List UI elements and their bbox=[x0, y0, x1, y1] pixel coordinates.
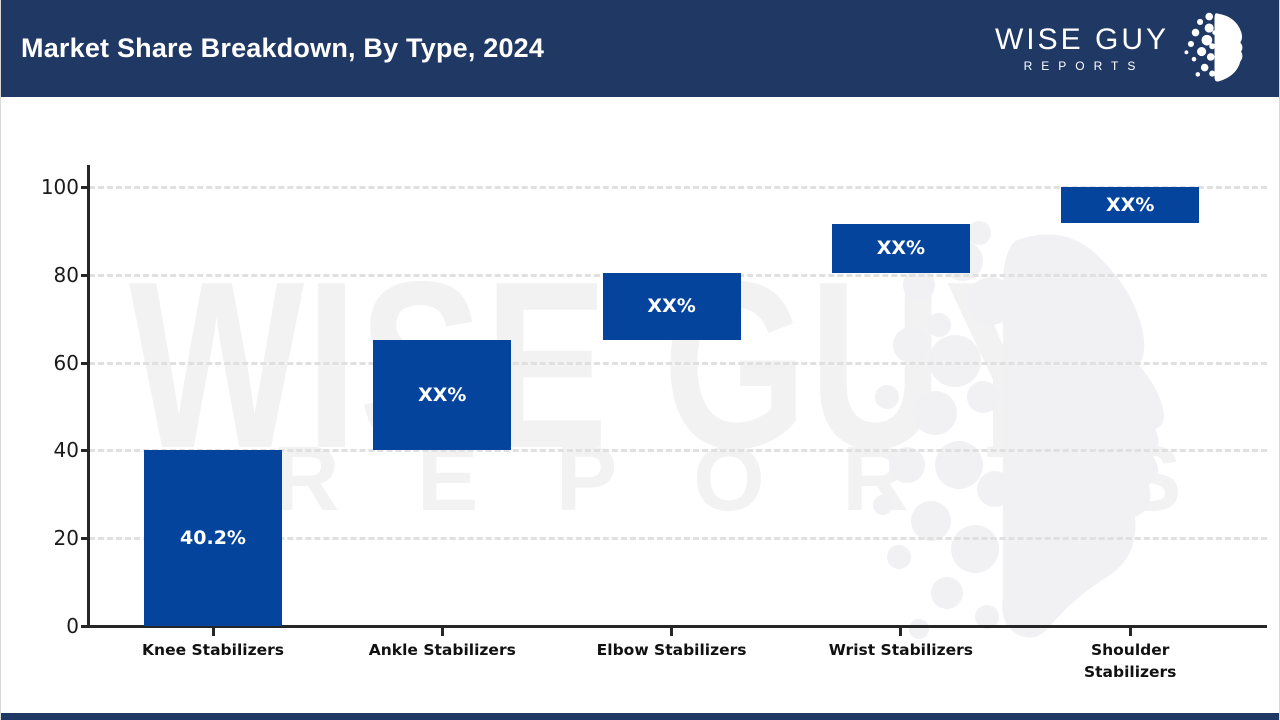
y-tick-label-80: 80 bbox=[53, 262, 79, 287]
bar-value-label: XX% bbox=[1106, 194, 1155, 217]
logo-subtitle: REPORTS bbox=[1023, 59, 1145, 73]
logo-head-icon bbox=[1175, 6, 1251, 92]
y-tick-label-20: 20 bbox=[53, 526, 79, 551]
bar-value-label: XX% bbox=[647, 295, 696, 318]
y-tick-mark-60 bbox=[81, 361, 89, 365]
gridline-20 bbox=[89, 537, 1267, 541]
gridline-100 bbox=[89, 186, 1267, 189]
x-tick-mark-4 bbox=[1128, 628, 1132, 636]
x-axis-line bbox=[87, 625, 1267, 628]
bar-value-label: 40.2% bbox=[180, 526, 246, 549]
y-tick-mark-80 bbox=[81, 273, 89, 277]
y-tick-label-60: 60 bbox=[53, 350, 79, 375]
gridline-40 bbox=[89, 449, 1267, 453]
header-band: Market Share Breakdown, By Type, 2024 WI… bbox=[1, 0, 1279, 97]
x-tick-mark-0 bbox=[211, 628, 215, 636]
x-category-label-3: Wrist Stabilizers bbox=[828, 641, 974, 659]
logo-text: WISE GUY REPORTS bbox=[994, 23, 1169, 73]
y-tick-mark-20 bbox=[81, 537, 89, 541]
bar-elbow-stabilizers: XX% bbox=[602, 273, 741, 340]
chart-title: Market Share Breakdown, By Type, 2024 bbox=[21, 33, 545, 63]
gridline-60 bbox=[89, 361, 1267, 365]
bar-value-label: XX% bbox=[876, 237, 926, 260]
x-tick-mark-3 bbox=[899, 628, 903, 636]
x-category-label-2: Elbow Stabilizers bbox=[596, 641, 747, 659]
x-tick-mark-1 bbox=[440, 628, 444, 636]
x-category-label-4: Shoulder Stabilizers bbox=[1083, 641, 1177, 681]
bar-shoulder-stabilizers: XX% bbox=[1061, 187, 1200, 224]
bar-wrist-stabilizers: XX% bbox=[831, 224, 970, 273]
y-tick-mark-100 bbox=[81, 186, 89, 189]
footer-band bbox=[1, 713, 1279, 720]
y-tick-label-40: 40 bbox=[53, 438, 79, 463]
y-tick-mark-40 bbox=[81, 449, 89, 453]
y-tick-label-0: 0 bbox=[66, 614, 79, 638]
bar-knee-stabilizers: 40.2% bbox=[144, 449, 282, 626]
x-category-label-0: Knee Stabilizers bbox=[142, 641, 284, 659]
y-tick-label-100: 100 bbox=[40, 175, 79, 199]
logo-wordmark: WISE GUY bbox=[994, 23, 1169, 56]
bar-value-label: XX% bbox=[418, 383, 467, 406]
plot-area: WISE GUY R E P O R T S 0 20 40 60 80 100 40.2%… bbox=[1, 97, 1279, 713]
wise-guy-reports-logo: WISE GUY REPORTS bbox=[995, 6, 1251, 92]
bar-ankle-stabilizers: XX% bbox=[373, 339, 512, 450]
y-axis-line bbox=[87, 165, 90, 628]
x-category-label-1: Ankle Stabilizers bbox=[368, 641, 516, 659]
y-tick-mark-0 bbox=[81, 625, 89, 628]
x-tick-mark-2 bbox=[670, 628, 674, 636]
